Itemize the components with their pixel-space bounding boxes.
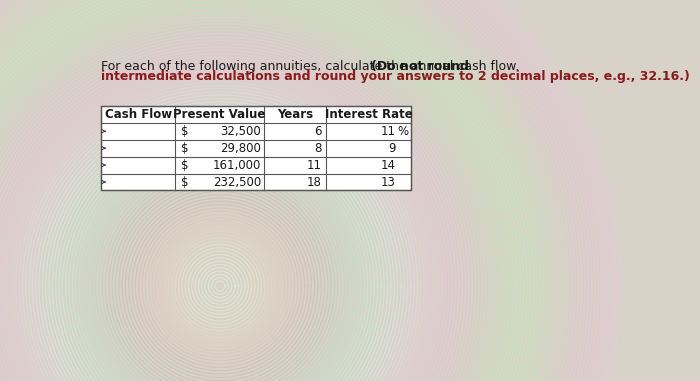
Text: $: $ (181, 158, 189, 171)
Text: 14: 14 (381, 158, 396, 171)
Text: 161,000: 161,000 (213, 158, 261, 171)
Text: $: $ (181, 176, 189, 189)
Text: 8: 8 (314, 142, 321, 155)
Text: 32,500: 32,500 (220, 125, 261, 138)
Bar (102, 106, 412, 190)
Text: 6: 6 (314, 125, 321, 138)
Text: 11: 11 (307, 158, 321, 171)
Text: $: $ (181, 125, 189, 138)
Text: 232,500: 232,500 (213, 176, 261, 189)
Text: 9: 9 (389, 142, 396, 155)
Text: 18: 18 (307, 176, 321, 189)
Text: Years: Years (277, 108, 314, 121)
Text: %: % (398, 125, 409, 138)
Text: Cash Flow: Cash Flow (105, 108, 172, 121)
Text: intermediate calculations and round your answers to 2 decimal places, e.g., 32.1: intermediate calculations and round your… (102, 70, 690, 83)
Text: 13: 13 (381, 176, 396, 189)
Text: Interest Rate: Interest Rate (325, 108, 413, 121)
Text: (Do not round: (Do not round (372, 59, 470, 72)
Text: $: $ (181, 142, 189, 155)
Text: 29,800: 29,800 (220, 142, 261, 155)
Text: For each of the following annuities, calculate the annual cash flow.: For each of the following annuities, cal… (102, 59, 524, 72)
Text: Present Value: Present Value (174, 108, 266, 121)
Text: 11: 11 (381, 125, 396, 138)
